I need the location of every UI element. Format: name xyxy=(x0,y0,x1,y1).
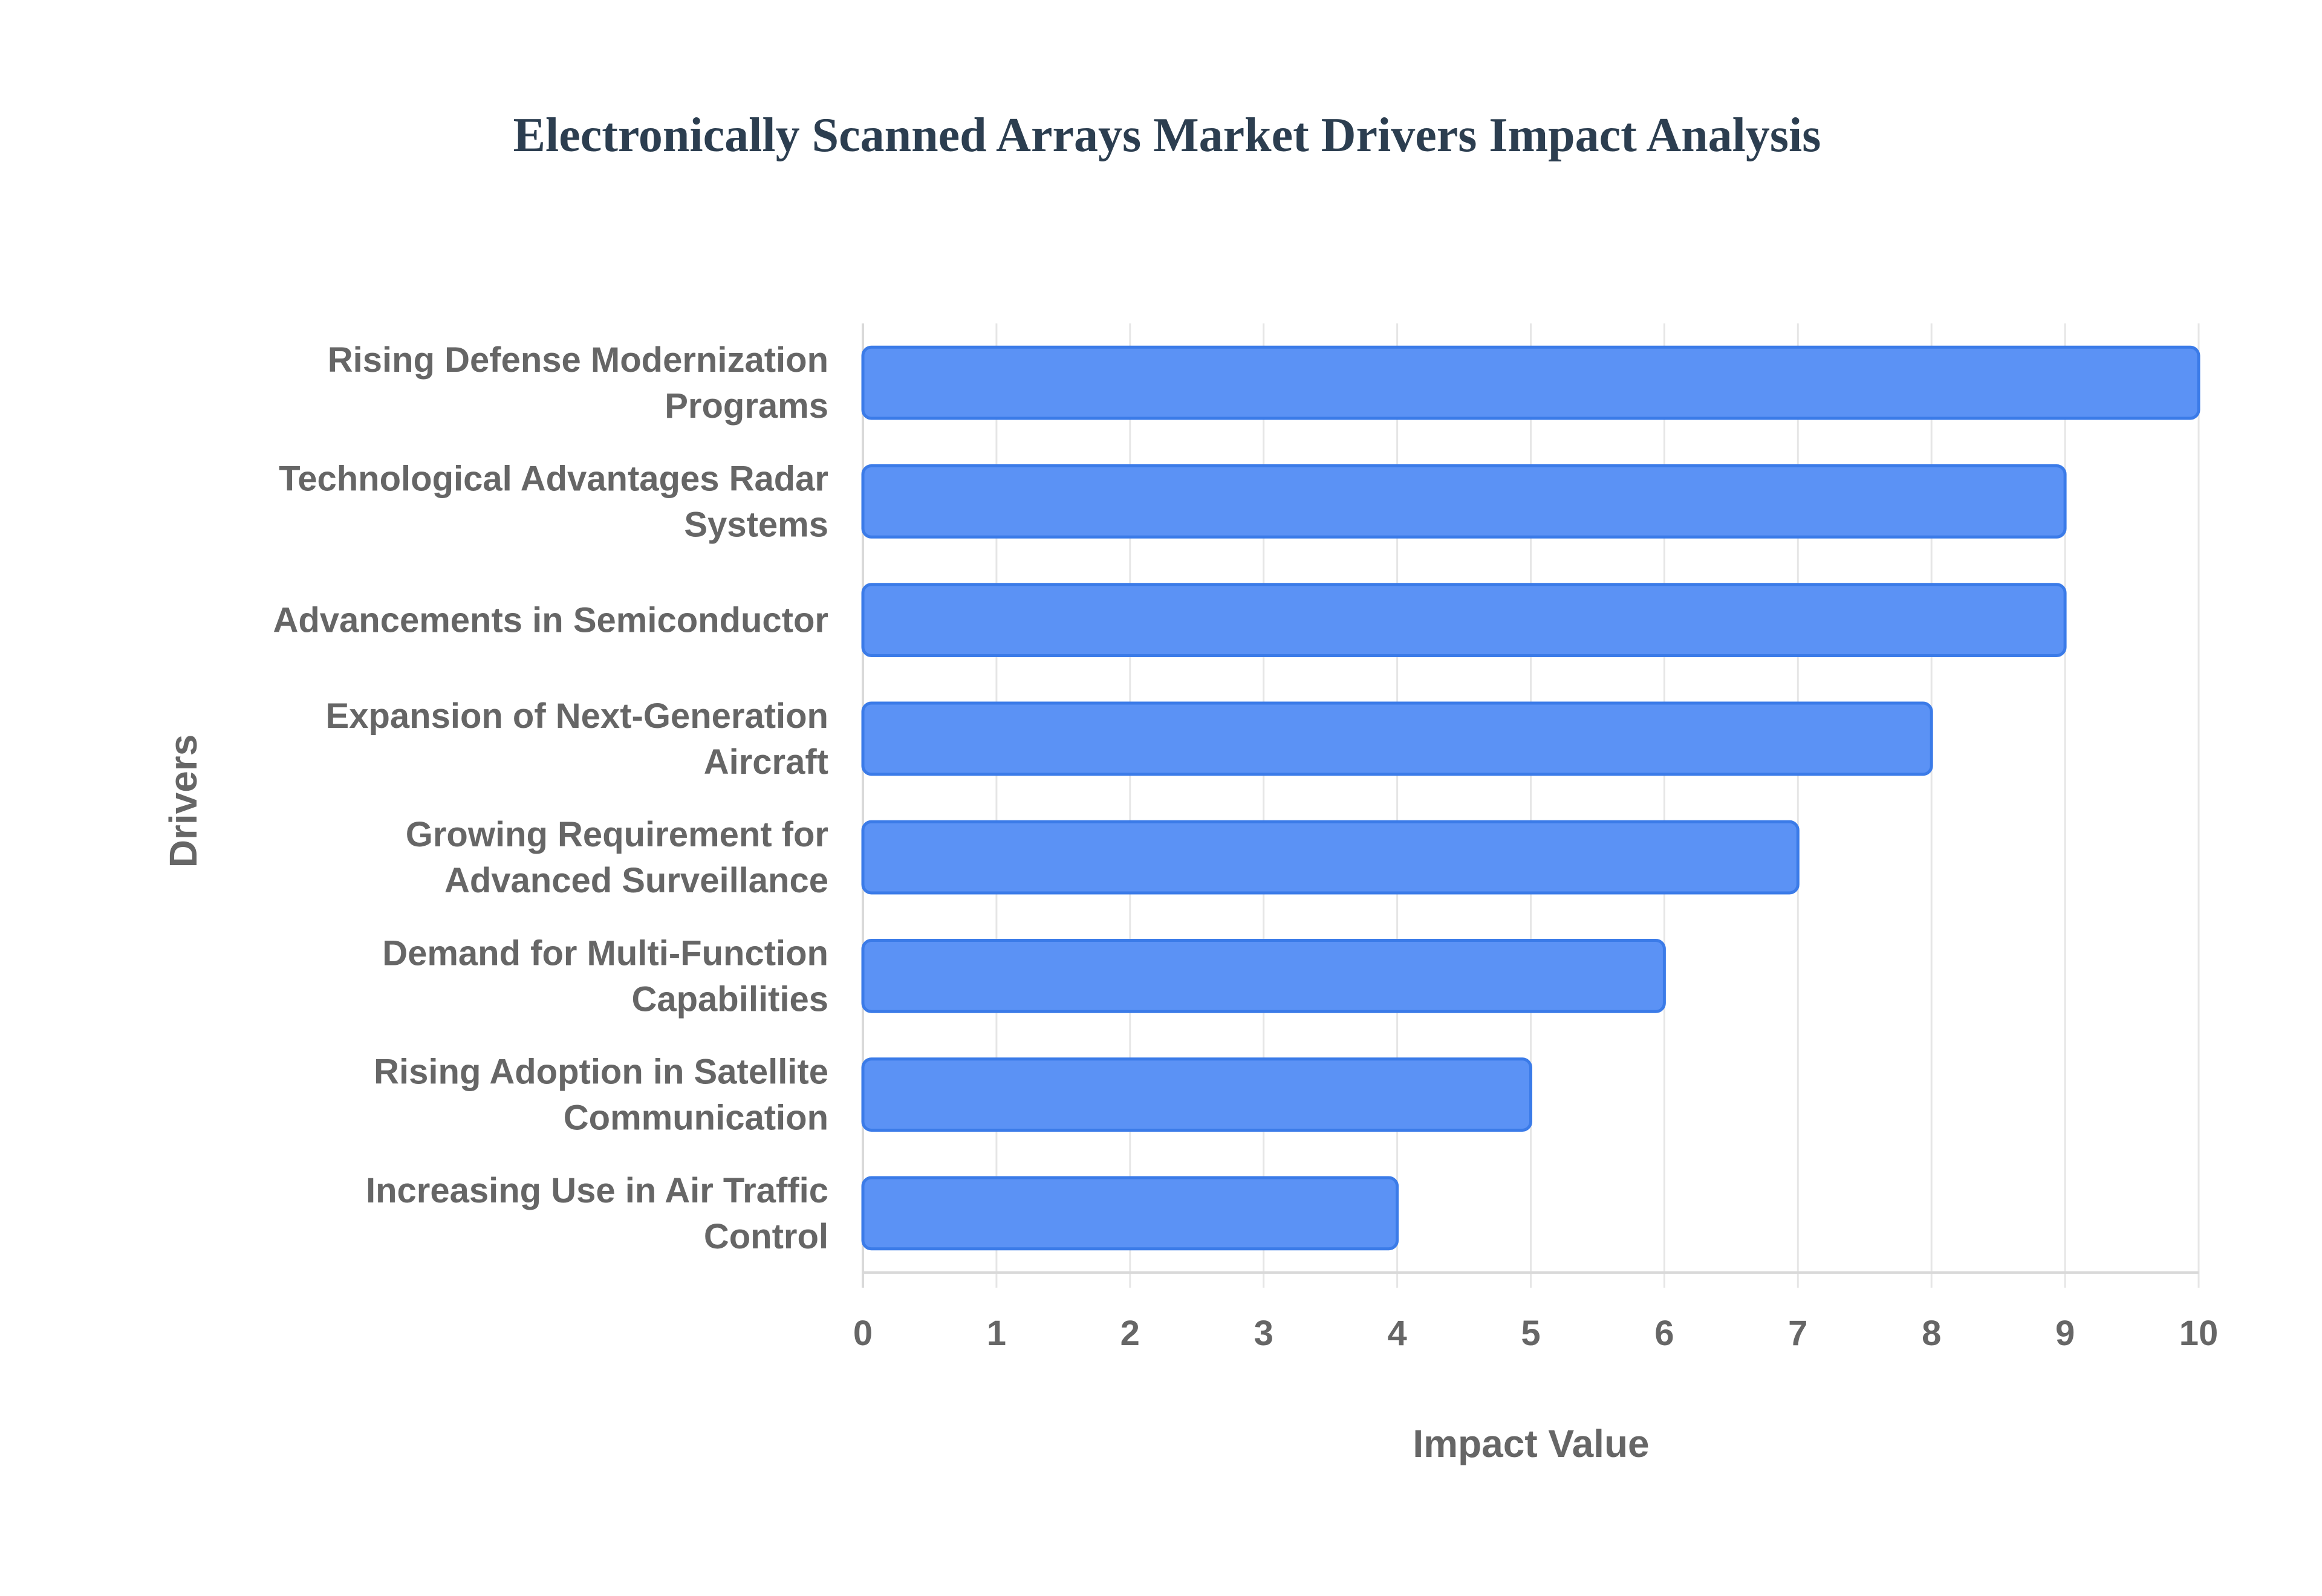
x-tick-label: 9 xyxy=(2055,1314,2075,1353)
x-tick-label: 10 xyxy=(2179,1314,2219,1353)
category-labels: Rising Defense Modernization Programs Tech… xyxy=(273,340,828,1256)
category-label: Technological Advantages Radar Systems xyxy=(279,459,828,544)
bar xyxy=(861,583,2067,657)
x-tick-label: 5 xyxy=(1521,1314,1540,1353)
bar xyxy=(861,1176,1399,1251)
x-tick-label: 0 xyxy=(853,1314,873,1353)
y-axis-title: Drivers xyxy=(161,735,205,868)
bar xyxy=(861,701,1933,776)
category-label: Growing Requirement for Advanced Surveill… xyxy=(406,815,828,900)
bar xyxy=(861,464,2067,539)
x-tick-label: 4 xyxy=(1387,1314,1407,1353)
x-tick-label: 3 xyxy=(1254,1314,1273,1353)
x-tick-label: 1 xyxy=(987,1314,1006,1353)
x-tick-label: 8 xyxy=(1922,1314,1941,1353)
x-axis-title: Impact Value xyxy=(1413,1422,1649,1465)
category-label: Advancements in Semiconductor xyxy=(273,601,828,640)
x-tick-label: 7 xyxy=(1788,1314,1807,1353)
chart-title: Electronically Scanned Arrays Market Dri… xyxy=(513,109,1821,162)
category-label: Rising Adoption in Satellite Communicatio… xyxy=(374,1053,828,1138)
bar xyxy=(861,820,1800,895)
category-label: Expansion of Next-Generation Aircraft xyxy=(326,696,828,782)
category-label: Increasing Use in Air Traffic Control xyxy=(366,1171,828,1256)
bar xyxy=(861,345,2200,420)
x-tick-label: 6 xyxy=(1654,1314,1674,1353)
bar xyxy=(861,1057,1532,1132)
category-label: Rising Defense Modernization Programs xyxy=(328,340,828,426)
bar xyxy=(861,939,1666,1013)
bars xyxy=(861,345,2200,1251)
x-tick-labels: 0 1 2 3 4 5 6 7 8 9 10 xyxy=(853,1314,2218,1353)
category-label: Demand for Multi-Function Capabilities xyxy=(382,933,828,1019)
x-tick-label: 2 xyxy=(1120,1314,1140,1353)
